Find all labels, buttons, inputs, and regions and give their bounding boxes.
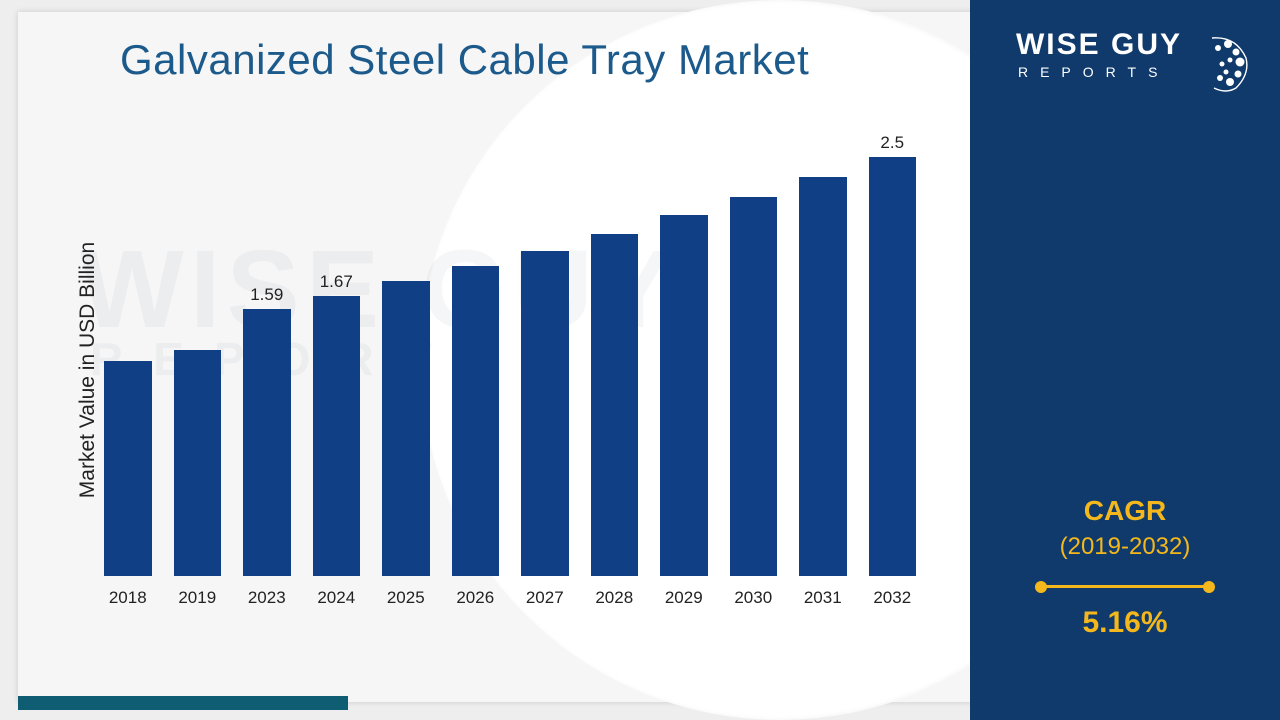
bar-2026 — [452, 140, 500, 576]
plot-area: 1.59 1.67 2.5 — [98, 140, 922, 576]
bar — [869, 157, 917, 576]
bar-2024: 1.67 — [313, 140, 361, 576]
x-tick: 2032 — [869, 588, 917, 608]
bar-2019 — [174, 140, 222, 576]
bar — [730, 197, 778, 576]
x-tick: 2029 — [660, 588, 708, 608]
bar — [243, 309, 291, 576]
bar-2018 — [104, 140, 152, 576]
bar-2029 — [660, 140, 708, 576]
y-axis-label: Market Value in USD Billion — [76, 170, 100, 570]
bar-2031 — [799, 140, 847, 576]
bottom-accent-bar — [18, 696, 348, 710]
brand-logo-line2: REPORTS — [1016, 64, 1182, 80]
x-axis: 2018 2019 2023 2024 2025 2026 2027 2028 2029 2030… — [98, 588, 922, 608]
bar — [104, 361, 152, 576]
x-tick: 2027 — [521, 588, 569, 608]
x-tick: 2031 — [799, 588, 847, 608]
x-tick: 2028 — [591, 588, 639, 608]
bar-2028 — [591, 140, 639, 576]
bar — [382, 281, 430, 576]
bar — [799, 177, 847, 576]
cagr-block: CAGR (2019-2032) 5.16% — [1018, 495, 1232, 640]
cagr-divider — [1041, 585, 1209, 588]
bar-2032: 2.5 — [869, 140, 917, 576]
chart-title: Galvanized Steel Cable Tray Market — [120, 36, 809, 84]
bar — [521, 251, 569, 576]
bar-2025 — [382, 140, 430, 576]
bar-value-label: 1.59 — [250, 285, 283, 309]
x-tick: 2018 — [104, 588, 152, 608]
bar — [452, 266, 500, 576]
brand-logo: WISE GUY REPORTS — [1016, 28, 1246, 80]
x-tick: 2019 — [174, 588, 222, 608]
bar — [591, 234, 639, 576]
bar-chart: Market Value in USD Billion 1.591.672.5 … — [72, 140, 922, 620]
brand-head-icon — [1192, 34, 1252, 94]
bar-2027 — [521, 140, 569, 576]
brand-logo-line1: WISE GUY — [1016, 28, 1182, 62]
bar-2030 — [730, 140, 778, 576]
bar — [660, 215, 708, 576]
cagr-range: (2019-2032) — [1018, 533, 1232, 561]
x-tick: 2023 — [243, 588, 291, 608]
cagr-value: 5.16% — [1018, 606, 1232, 640]
bar-2023: 1.59 — [243, 140, 291, 576]
cagr-label: CAGR — [1018, 495, 1232, 527]
x-tick: 2024 — [313, 588, 361, 608]
bar — [313, 296, 361, 576]
x-tick: 2030 — [730, 588, 778, 608]
x-tick: 2026 — [452, 588, 500, 608]
report-canvas: WISE GUY REPORTS Galvanized Steel Cable … — [0, 0, 1280, 720]
bar — [174, 350, 222, 576]
x-tick: 2025 — [382, 588, 430, 608]
bar-value-label: 2.5 — [880, 133, 904, 157]
bar-value-label: 1.67 — [320, 272, 353, 296]
